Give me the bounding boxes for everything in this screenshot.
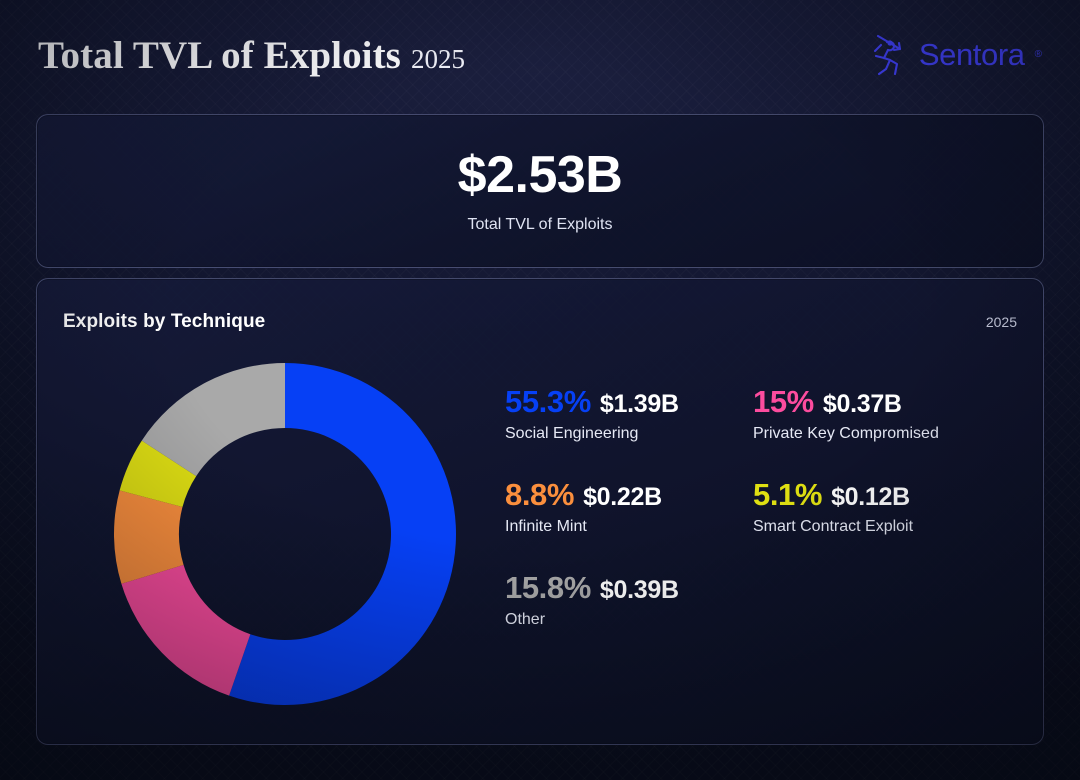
legend-value: $0.22B: [583, 483, 662, 511]
legend-item[interactable]: 8.8% $0.22B Infinite Mint: [505, 477, 753, 536]
exploits-by-technique-card: Exploits by Technique 2025 55.3% $1.39B So…: [36, 278, 1044, 745]
legend-item[interactable]: 15.8% $0.39B Other: [505, 570, 753, 629]
legend-item-figures: 15% $0.37B: [753, 384, 1001, 420]
legend-label: Social Engineering: [505, 425, 639, 442]
legend-item-figures: 5.1% $0.12B: [753, 477, 1001, 513]
total-tvl-kpi-card: $2.53B Total TVL of Exploits: [36, 114, 1044, 268]
chart-title: Exploits by Technique: [63, 311, 266, 332]
legend-percent: 15.8%: [505, 570, 591, 605]
legend-value: $0.12B: [831, 483, 910, 511]
donut-chart-container: [105, 363, 465, 705]
donut-slice[interactable]: [121, 564, 251, 696]
legend-value: $0.37B: [822, 390, 902, 418]
title-group: Total TVL of Exploits 2025: [38, 27, 465, 78]
legend-item[interactable]: 55.3% $1.39B Social Engineering: [505, 384, 753, 443]
kpi-label: Total TVL of Exploits: [467, 215, 613, 233]
registered-trademark-icon: ®: [1034, 49, 1042, 60]
legend-percent: 8.8%: [505, 477, 575, 512]
page-title: Total TVL of Exploits: [38, 34, 401, 77]
sentora-logo[interactable]: Sentora ®: [870, 29, 1042, 77]
legend-item-figures: 55.3% $1.39B: [505, 384, 753, 420]
donut-chart[interactable]: [114, 363, 456, 705]
legend-value: $1.39B: [599, 390, 679, 418]
sentora-archer-icon: [873, 34, 901, 75]
page-title-year: 2025: [410, 44, 465, 74]
legend-item[interactable]: 5.1% $0.12B Smart Contract Exploit: [753, 477, 1001, 536]
sentora-logo-text: Sentora: [918, 36, 1025, 72]
legend-percent: 15%: [753, 384, 814, 419]
legend-percent: 55.3%: [505, 384, 591, 419]
legend-label: Smart Contract Exploit: [753, 518, 914, 535]
chart-year-label: 2025: [985, 314, 1017, 330]
legend-item-figures: 8.8% $0.22B: [505, 477, 753, 513]
legend-percent: 5.1%: [753, 477, 823, 512]
page-header: Total TVL of Exploits 2025 Sentora ®: [0, 0, 1080, 105]
chart-header: Exploits by Technique 2025: [63, 311, 1017, 333]
legend-item[interactable]: 15% $0.37B Private Key Compromised: [753, 384, 1001, 443]
legend-label: Private Key Compromised: [753, 425, 939, 442]
legend-label: Other: [505, 611, 546, 628]
legend-value: $0.39B: [599, 576, 679, 604]
legend-item-figures: 15.8% $0.39B: [505, 570, 753, 606]
kpi-value: $2.53B: [457, 146, 623, 205]
legend-label: Infinite Mint: [505, 518, 587, 535]
chart-legend: 55.3% $1.39B Social Engineering 15% $0.37B Pr…: [505, 384, 1025, 629]
